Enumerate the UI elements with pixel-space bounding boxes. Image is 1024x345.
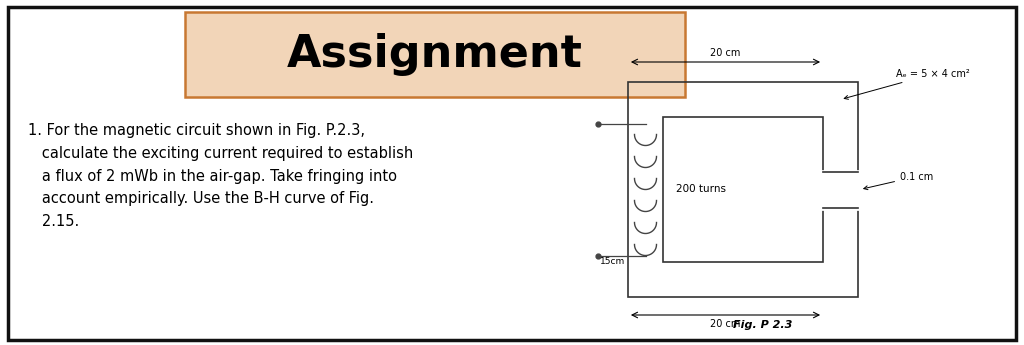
Text: 15cm: 15cm [600, 256, 626, 266]
Text: Assignment: Assignment [287, 33, 583, 76]
Text: Aₑ = 5 × 4 cm²: Aₑ = 5 × 4 cm² [844, 69, 970, 99]
Bar [663, 117, 823, 262]
Text: Fig. P 2.3: Fig. P 2.3 [733, 320, 793, 330]
Text: 200 turns: 200 turns [676, 185, 725, 195]
Bar [628, 82, 858, 297]
Text: 0.1 cm: 0.1 cm [864, 171, 933, 190]
Text: 20 cm: 20 cm [711, 319, 740, 329]
Text: 1. For the magnetic circuit shown in Fig. P.2.3,
   calculate the exciting curre: 1. For the magnetic circuit shown in Fig… [28, 123, 414, 229]
Text: 20 cm: 20 cm [711, 48, 740, 58]
Bar [185, 12, 685, 97]
